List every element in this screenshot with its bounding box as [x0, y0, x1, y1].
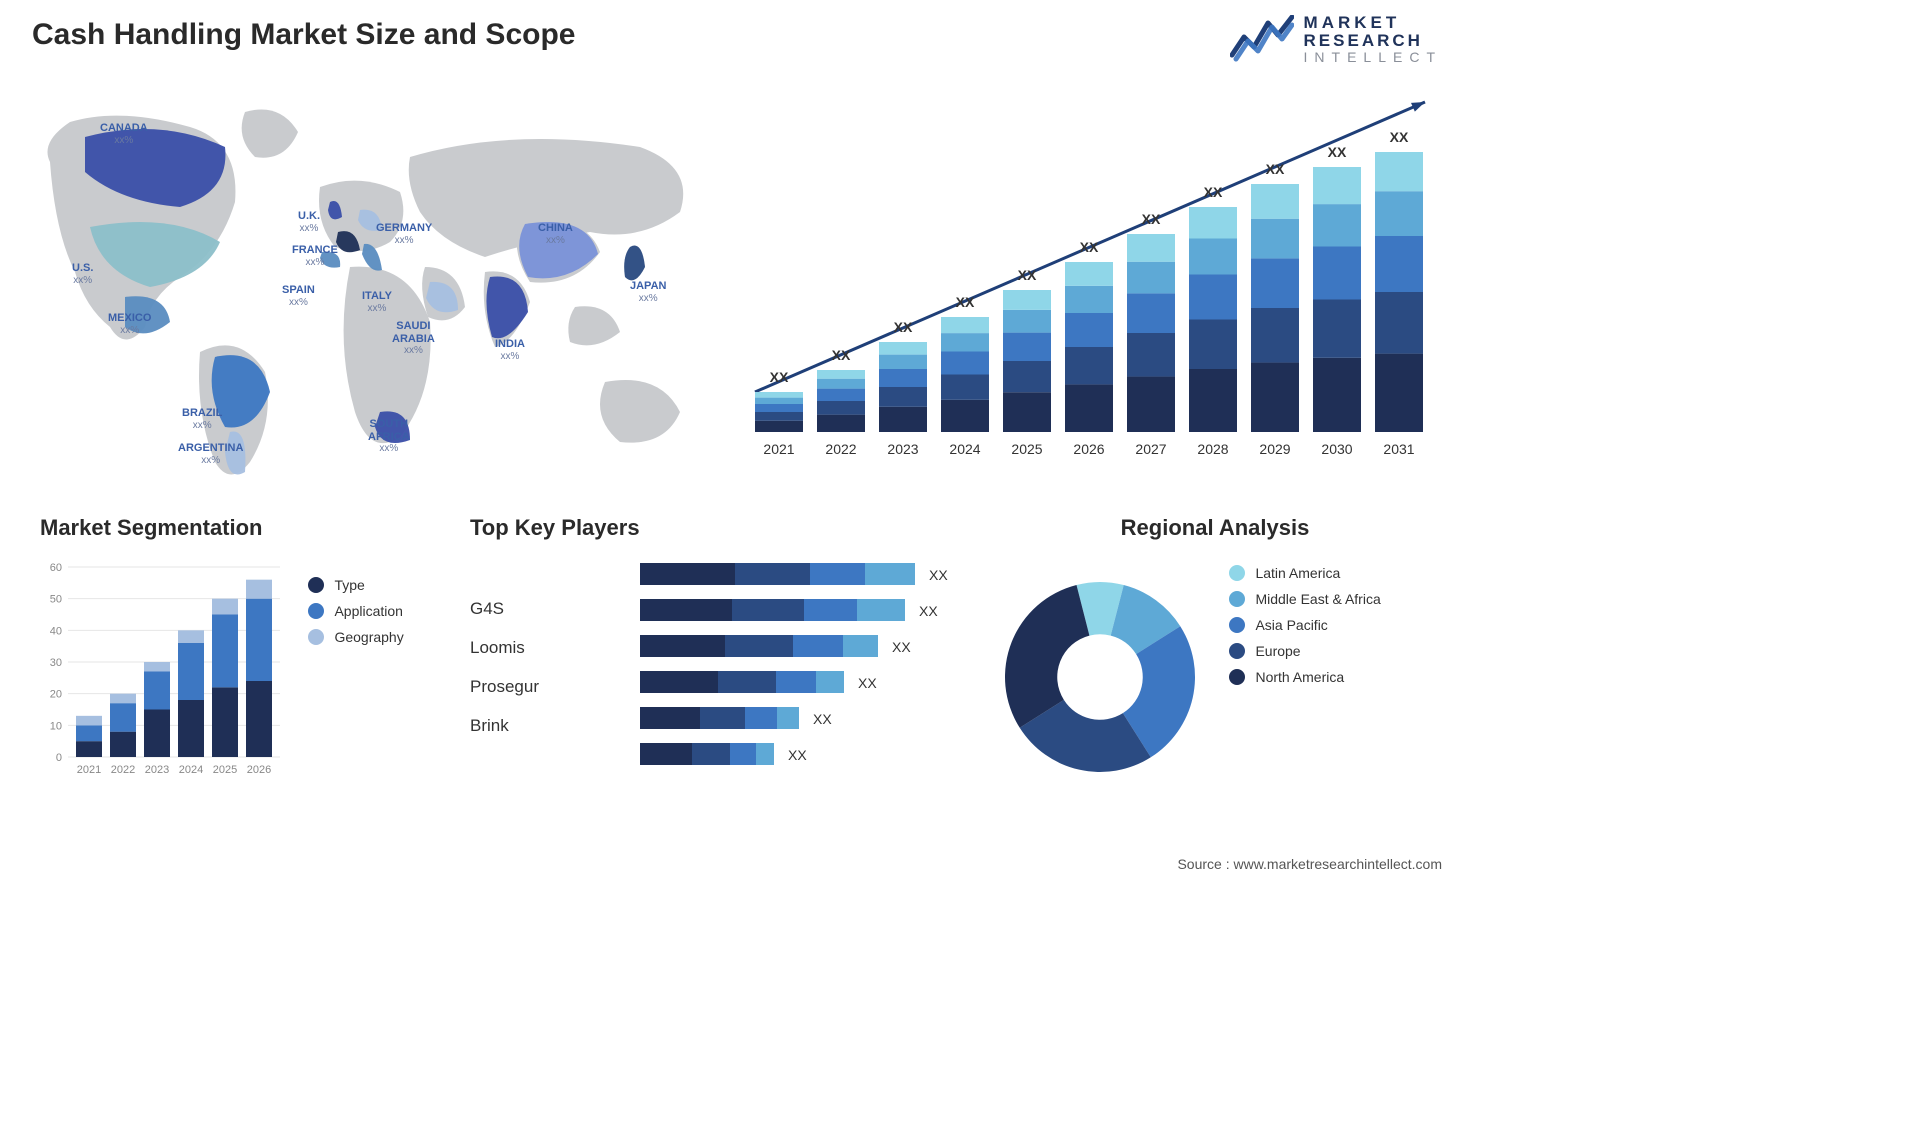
svg-text:10: 10: [50, 720, 62, 732]
svg-text:2023: 2023: [145, 764, 169, 776]
brand-logo: MARKET RESEARCH INTELLECT: [1230, 14, 1442, 64]
svg-text:XX: XX: [1142, 211, 1161, 227]
svg-text:XX: XX: [1328, 144, 1347, 160]
legend-item: Latin America: [1229, 565, 1380, 581]
svg-text:XX: XX: [1390, 129, 1409, 145]
svg-text:2026: 2026: [247, 764, 271, 776]
svg-text:60: 60: [50, 562, 62, 574]
world-map: CANADAxx% U.S.xx% MEXICOxx% BRAZILxx% ARGENT…: [30, 92, 710, 492]
map-country-label: CANADAxx%: [100, 122, 148, 146]
page-title: Cash Handling Market Size and Scope: [32, 18, 575, 52]
svg-text:XX: XX: [892, 639, 911, 655]
svg-text:20: 20: [50, 689, 62, 701]
map-country-label: INDIAxx%: [495, 338, 525, 362]
svg-text:2026: 2026: [1073, 441, 1104, 457]
svg-text:2023: 2023: [887, 441, 918, 457]
map-country-label: BRAZILxx%: [182, 407, 222, 431]
svg-text:50: 50: [50, 594, 62, 606]
svg-text:2021: 2021: [77, 764, 101, 776]
svg-text:XX: XX: [956, 294, 975, 310]
svg-text:2028: 2028: [1197, 441, 1228, 457]
svg-text:XX: XX: [1018, 267, 1037, 283]
svg-text:2022: 2022: [111, 764, 135, 776]
map-country-label: GERMANYxx%: [376, 222, 432, 246]
regional-legend: Latin America Middle East & Africa Asia Pa…: [1229, 565, 1380, 695]
map-country-label: ARGENTINAxx%: [178, 442, 243, 466]
svg-text:2025: 2025: [1011, 441, 1042, 457]
svg-text:XX: XX: [919, 603, 938, 619]
logo-text-3: INTELLECT: [1304, 50, 1442, 65]
legend-item: Europe: [1229, 643, 1380, 659]
legend-item: North America: [1229, 669, 1380, 685]
svg-text:2022: 2022: [825, 441, 856, 457]
legend-item: Asia Pacific: [1229, 617, 1380, 633]
svg-text:2024: 2024: [179, 764, 203, 776]
map-country-label: SPAINxx%: [282, 284, 315, 308]
map-country-label: CHINAxx%: [538, 222, 573, 246]
legend-item: Type: [308, 577, 403, 593]
map-country-label: U.S.xx%: [72, 262, 93, 286]
map-country-label: FRANCExx%: [292, 244, 338, 268]
svg-text:XX: XX: [813, 711, 832, 727]
source-attribution: Source : www.marketresearchintellect.com: [1177, 856, 1442, 872]
players-name-list: G4SLoomisProsegurBrink: [470, 589, 539, 745]
segmentation-title: Market Segmentation: [40, 515, 460, 541]
player-name: Prosegur: [470, 667, 539, 706]
svg-text:2031: 2031: [1383, 441, 1414, 457]
map-country-label: MEXICOxx%: [108, 312, 151, 336]
map-country-label: SAUDIARABIAxx%: [392, 320, 435, 357]
svg-text:XX: XX: [1204, 184, 1223, 200]
svg-text:2027: 2027: [1135, 441, 1166, 457]
regional-section: Regional Analysis Latin America Middle Ea…: [985, 515, 1445, 805]
svg-text:XX: XX: [929, 567, 948, 583]
svg-text:XX: XX: [894, 319, 913, 335]
map-country-label: U.K.xx%: [298, 210, 320, 234]
svg-text:XX: XX: [770, 369, 789, 385]
legend-item: Geography: [308, 629, 403, 645]
player-name: Loomis: [470, 628, 539, 667]
segmentation-section: Market Segmentation 0 10 20 30 40 50 60 2021 202…: [40, 515, 460, 805]
legend-item: Application: [308, 603, 403, 619]
regional-title: Regional Analysis: [985, 515, 1445, 541]
svg-text:2029: 2029: [1259, 441, 1290, 457]
players-section: Top Key Players G4SLoomisProsegurBrink X…: [470, 515, 980, 805]
svg-text:2024: 2024: [949, 441, 980, 457]
logo-mark-icon: [1230, 15, 1294, 63]
svg-text:2030: 2030: [1321, 441, 1352, 457]
map-country-label: SOUTHAFRICAxx%: [368, 418, 410, 455]
svg-text:30: 30: [50, 657, 62, 669]
svg-text:XX: XX: [1080, 239, 1099, 255]
svg-text:40: 40: [50, 625, 62, 637]
svg-text:XX: XX: [788, 747, 807, 763]
svg-text:2025: 2025: [213, 764, 237, 776]
svg-text:XX: XX: [858, 675, 877, 691]
map-country-label: ITALYxx%: [362, 290, 392, 314]
main-growth-chart: XX 2021 XX 2022 XX 2023 XX 2024 XX 2025 XX 2026 XX 20…: [745, 92, 1445, 472]
legend-item: Middle East & Africa: [1229, 591, 1380, 607]
players-title: Top Key Players: [470, 515, 980, 541]
svg-text:XX: XX: [832, 347, 851, 363]
svg-text:XX: XX: [1266, 161, 1285, 177]
logo-text-1: MARKET: [1304, 14, 1442, 32]
player-name: G4S: [470, 589, 539, 628]
logo-text-2: RESEARCH: [1304, 32, 1442, 50]
svg-text:0: 0: [56, 752, 62, 764]
map-country-label: JAPANxx%: [630, 280, 666, 304]
segmentation-legend: Type Application Geography: [308, 577, 403, 655]
player-name: Brink: [470, 706, 539, 745]
svg-text:2021: 2021: [763, 441, 794, 457]
